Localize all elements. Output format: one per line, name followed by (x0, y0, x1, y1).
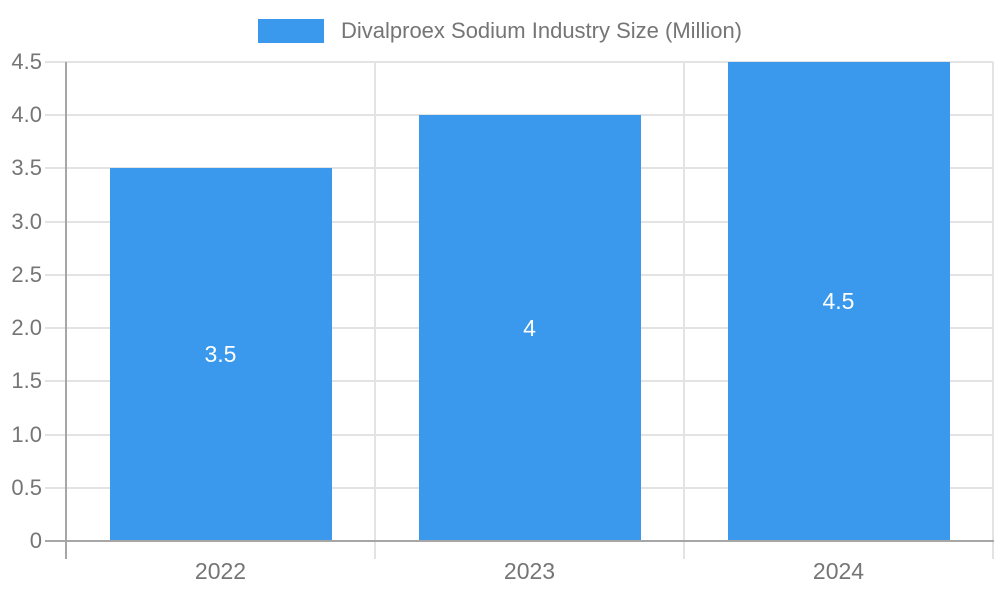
bar-2024[interactable]: 4.5 (727, 62, 950, 541)
y-axis-tick-label: 2.0 (11, 315, 42, 341)
y-gridline (45, 61, 993, 63)
bar-value-label: 4.5 (822, 288, 855, 314)
y-axis-tick-label: 1.0 (11, 421, 42, 447)
y-axis-tick-label: 0 (29, 528, 42, 553)
y-axis-tick-label: 3.5 (11, 155, 42, 181)
bar-2022[interactable]: 3.5 (109, 168, 332, 541)
x-category-separator (683, 62, 685, 559)
legend-item[interactable]: Divalproex Sodium Industry Size (Million… (0, 17, 1000, 45)
x-category-separator (992, 62, 994, 559)
x-axis-label-2023: 2023 (503, 558, 556, 584)
y-axis-tick-label: 3.0 (11, 208, 42, 234)
x-axis-label-2022: 2022 (194, 558, 247, 584)
x-category-separator (374, 62, 376, 559)
y-axis-tick-label: 2.5 (11, 261, 42, 287)
y-axis-tick-label: 0.5 (11, 474, 42, 500)
y-axis-tick-label: 4.5 (11, 49, 42, 74)
x-axis-line (45, 540, 994, 542)
bar-value-label: 4 (523, 314, 536, 341)
legend-swatch-icon (257, 19, 324, 43)
bar-2023[interactable]: 4 (418, 115, 641, 541)
bar-value-label: 3.5 (204, 341, 237, 368)
y-axis-tick-label: 1.5 (11, 368, 42, 394)
y-axis-line (65, 62, 67, 559)
y-axis-tick-label: 4.0 (11, 102, 42, 128)
x-axis-label-2024: 2024 (812, 558, 865, 584)
legend-label: Divalproex Sodium Industry Size (Million… (340, 18, 743, 43)
